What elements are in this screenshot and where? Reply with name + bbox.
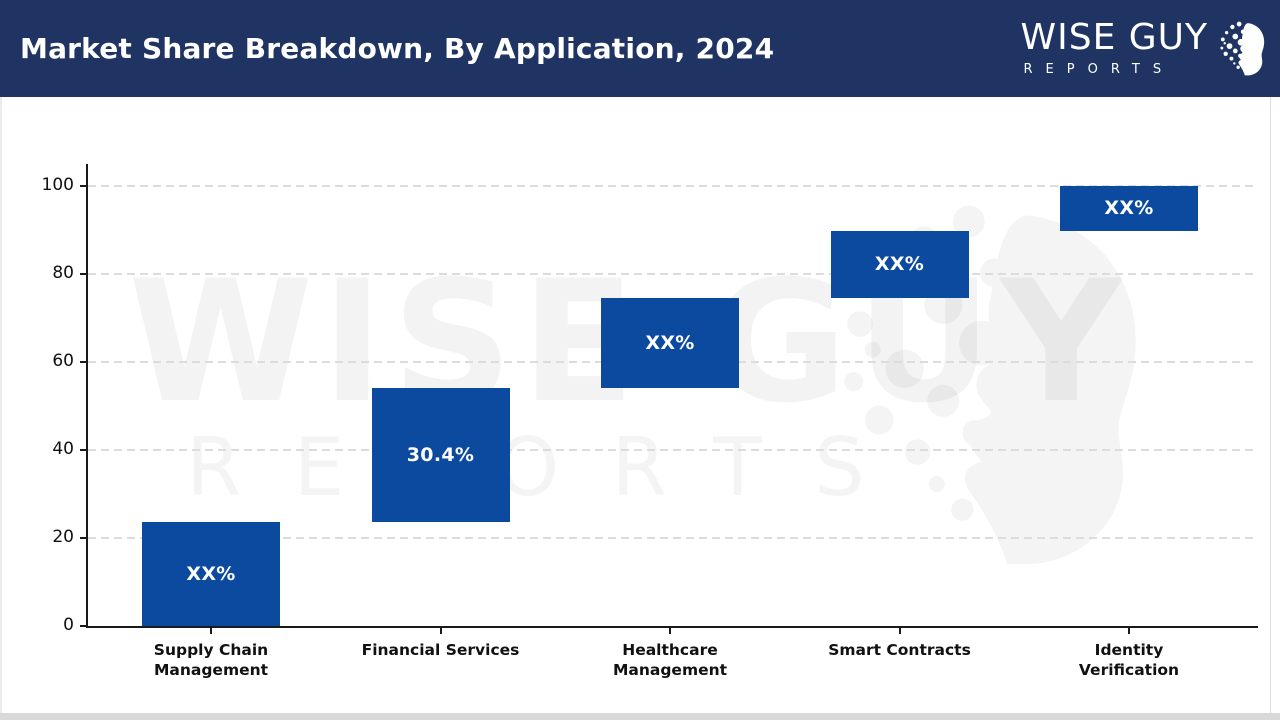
bar-value-label: XX%: [645, 332, 695, 355]
gridline: [88, 449, 1258, 451]
x-axis-line: [86, 626, 1258, 628]
category-label: Financial Services: [361, 641, 520, 659]
logo-name: WISE GUY: [1020, 17, 1208, 58]
y-tick-label: 80: [52, 263, 74, 283]
y-axis-line: [86, 164, 88, 628]
gridline: [88, 185, 1258, 187]
gridline: [88, 537, 1258, 539]
bar-value-label: XX%: [1104, 197, 1154, 220]
y-tick-label: 60: [52, 351, 74, 371]
gridline: [88, 273, 1258, 275]
bar-value-label: 30.4%: [406, 444, 475, 467]
bar-value-label: XX%: [874, 253, 925, 276]
y-tick-mark: [80, 449, 87, 451]
bar-value-label: XX%: [186, 563, 236, 586]
y-tick-mark: [80, 273, 87, 275]
x-tick-mark: [669, 628, 671, 634]
y-tick-label: 20: [52, 527, 74, 547]
page-title: Market Share Breakdown, By Application, …: [20, 32, 775, 65]
category-label: Identity Verification: [1078, 641, 1180, 680]
y-tick-mark: [80, 185, 87, 187]
logo-tagline: REPORTS: [1023, 62, 1175, 77]
x-tick-mark: [898, 628, 901, 634]
header: Market Share Breakdown, By Application, …: [0, 0, 1280, 97]
left-edge-border: [0, 97, 2, 713]
y-tick-mark: [80, 625, 87, 627]
wiseguy-logo-text: WISE GUY REPORTS: [1020, 17, 1209, 78]
y-tick-label: 100: [41, 175, 74, 195]
x-tick-mark: [439, 628, 442, 634]
bar: XX%: [142, 522, 280, 626]
wiseguy-logo: WISE GUY REPORTS: [1021, 9, 1267, 89]
category-label: Smart Contracts: [828, 641, 971, 659]
right-edge-border: [1270, 97, 1271, 713]
y-tick-mark: [80, 537, 87, 539]
bottom-strip: [0, 713, 1280, 720]
category-label: Supply Chain Management: [153, 641, 269, 680]
y-tick-mark: [80, 361, 87, 363]
y-tick-label: 0: [63, 615, 74, 635]
bar: XX%: [1060, 186, 1198, 231]
bar: 30.4%: [371, 388, 510, 523]
bar: XX%: [830, 230, 969, 298]
category-label: Healthcare Management: [612, 641, 728, 680]
watermark-tagline: REPORTS: [186, 428, 917, 508]
x-tick-mark: [1128, 628, 1130, 634]
x-tick-mark: [210, 628, 212, 634]
bar: XX%: [601, 297, 739, 389]
y-tick-label: 40: [52, 439, 74, 459]
